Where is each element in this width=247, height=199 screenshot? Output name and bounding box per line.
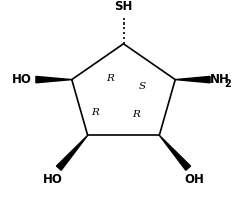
Polygon shape	[175, 76, 210, 83]
Polygon shape	[56, 135, 88, 170]
Text: HO: HO	[43, 173, 63, 186]
Text: R: R	[132, 110, 140, 119]
Polygon shape	[36, 76, 72, 83]
Text: R: R	[91, 108, 99, 117]
Text: SH: SH	[114, 0, 133, 14]
Text: 2: 2	[224, 79, 231, 89]
Text: NH: NH	[210, 73, 230, 86]
Polygon shape	[159, 135, 191, 170]
Text: S: S	[139, 82, 146, 91]
Text: OH: OH	[184, 173, 204, 186]
Text: HO: HO	[12, 73, 32, 86]
Text: R: R	[107, 74, 115, 83]
